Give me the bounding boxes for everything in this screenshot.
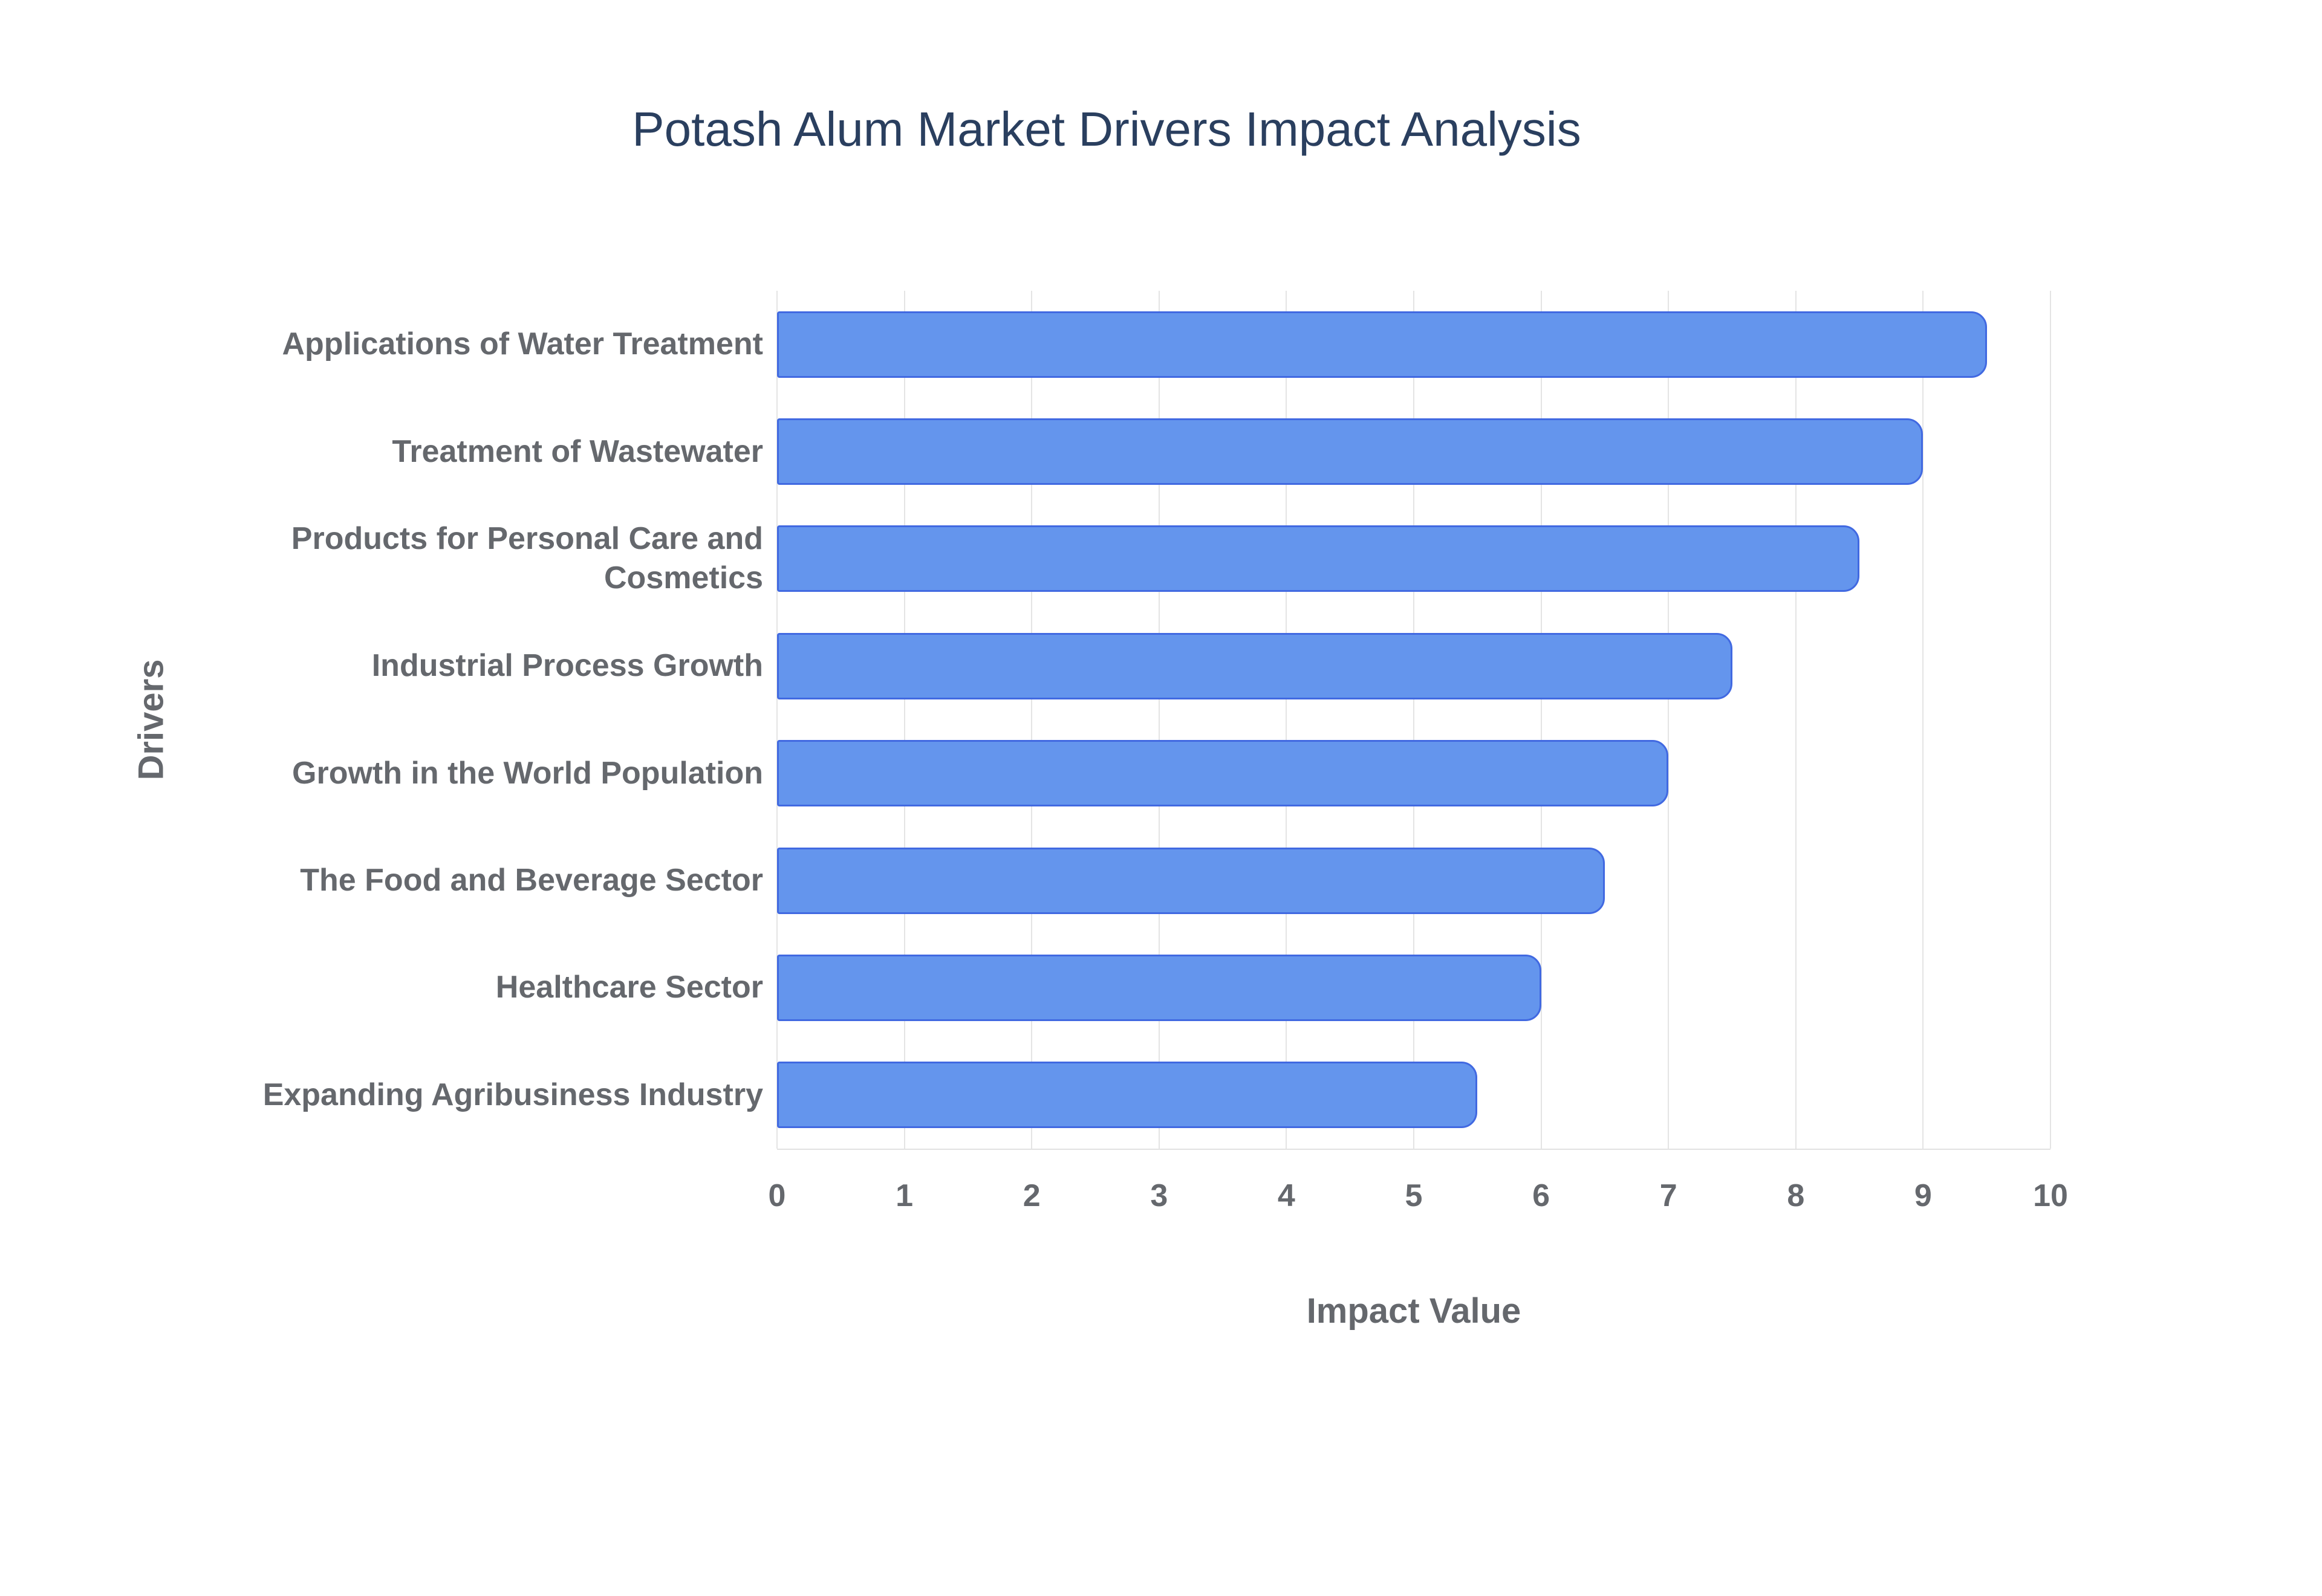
x-tick-label: 0	[768, 1178, 786, 1213]
x-tick-label: 6	[1532, 1178, 1550, 1213]
y-category-label: Products for Personal Care and Cosmetics	[291, 521, 763, 596]
y-category-labels: Applications of Water Treatment Treatment…	[219, 291, 763, 1149]
x-tick-label: 4	[1277, 1178, 1295, 1213]
bar-row	[777, 612, 2050, 719]
x-tick-label: 5	[1405, 1178, 1423, 1213]
bar	[777, 740, 1669, 807]
bar	[777, 418, 1924, 485]
x-tick-label: 3	[1150, 1178, 1168, 1213]
gridline	[1668, 291, 1670, 1149]
bars-layer	[777, 291, 2050, 1149]
y-category-label: Healthcare Sector	[495, 970, 763, 1005]
y-axis-title: Drivers	[131, 659, 171, 780]
y-category-label: Applications of Water Treatment	[282, 326, 763, 362]
y-category-label: Treatment of Wastewater	[392, 433, 763, 469]
x-axis-title: Impact Value	[1306, 1291, 1521, 1331]
bar-row	[777, 505, 2050, 612]
y-axis-title-container: Drivers	[112, 291, 190, 1149]
gridline	[2050, 291, 2051, 1149]
gridline	[1286, 291, 1287, 1149]
gridline	[1158, 291, 1160, 1149]
gridline	[1922, 291, 1924, 1149]
bar-row	[777, 398, 2050, 505]
x-axis-tick-labels: 0 1 2 3 4 5 6 7 8 9 10	[769, 1178, 2068, 1220]
x-tick-label: 2	[1023, 1178, 1041, 1213]
gridline	[776, 291, 778, 1149]
plot-area	[776, 291, 2051, 1150]
x-tick-label: 10	[2033, 1178, 2068, 1213]
x-tick-label: 8	[1787, 1178, 1805, 1213]
bar	[777, 954, 1541, 1021]
bar-row	[777, 1042, 2050, 1149]
x-tick-label: 7	[1659, 1178, 1677, 1213]
bar	[777, 525, 1860, 592]
bar-row	[777, 827, 2050, 934]
bar	[777, 632, 1732, 699]
chart-title: Potash Alum Market Drivers Impact Analys…	[632, 102, 1581, 156]
gridline	[1031, 291, 1033, 1149]
y-category-label: Expanding Agribusiness Industry	[262, 1077, 763, 1112]
gridline	[1413, 291, 1414, 1149]
gridline	[1795, 291, 1797, 1149]
bar	[777, 1062, 1478, 1129]
bar-row	[777, 720, 2050, 827]
bar-row	[777, 934, 2050, 1041]
bar	[777, 311, 1987, 378]
y-category-label: The Food and Beverage Sector	[300, 863, 763, 898]
y-category-label: Industrial Process Growth	[371, 648, 763, 684]
bar	[777, 847, 1605, 914]
gridline	[903, 291, 905, 1149]
x-tick-label: 9	[1914, 1178, 1932, 1213]
y-category-label: Growth in the World Population	[292, 755, 763, 791]
x-tick-label: 1	[896, 1178, 914, 1213]
gridline	[1540, 291, 1542, 1149]
bar-row	[777, 291, 2050, 398]
